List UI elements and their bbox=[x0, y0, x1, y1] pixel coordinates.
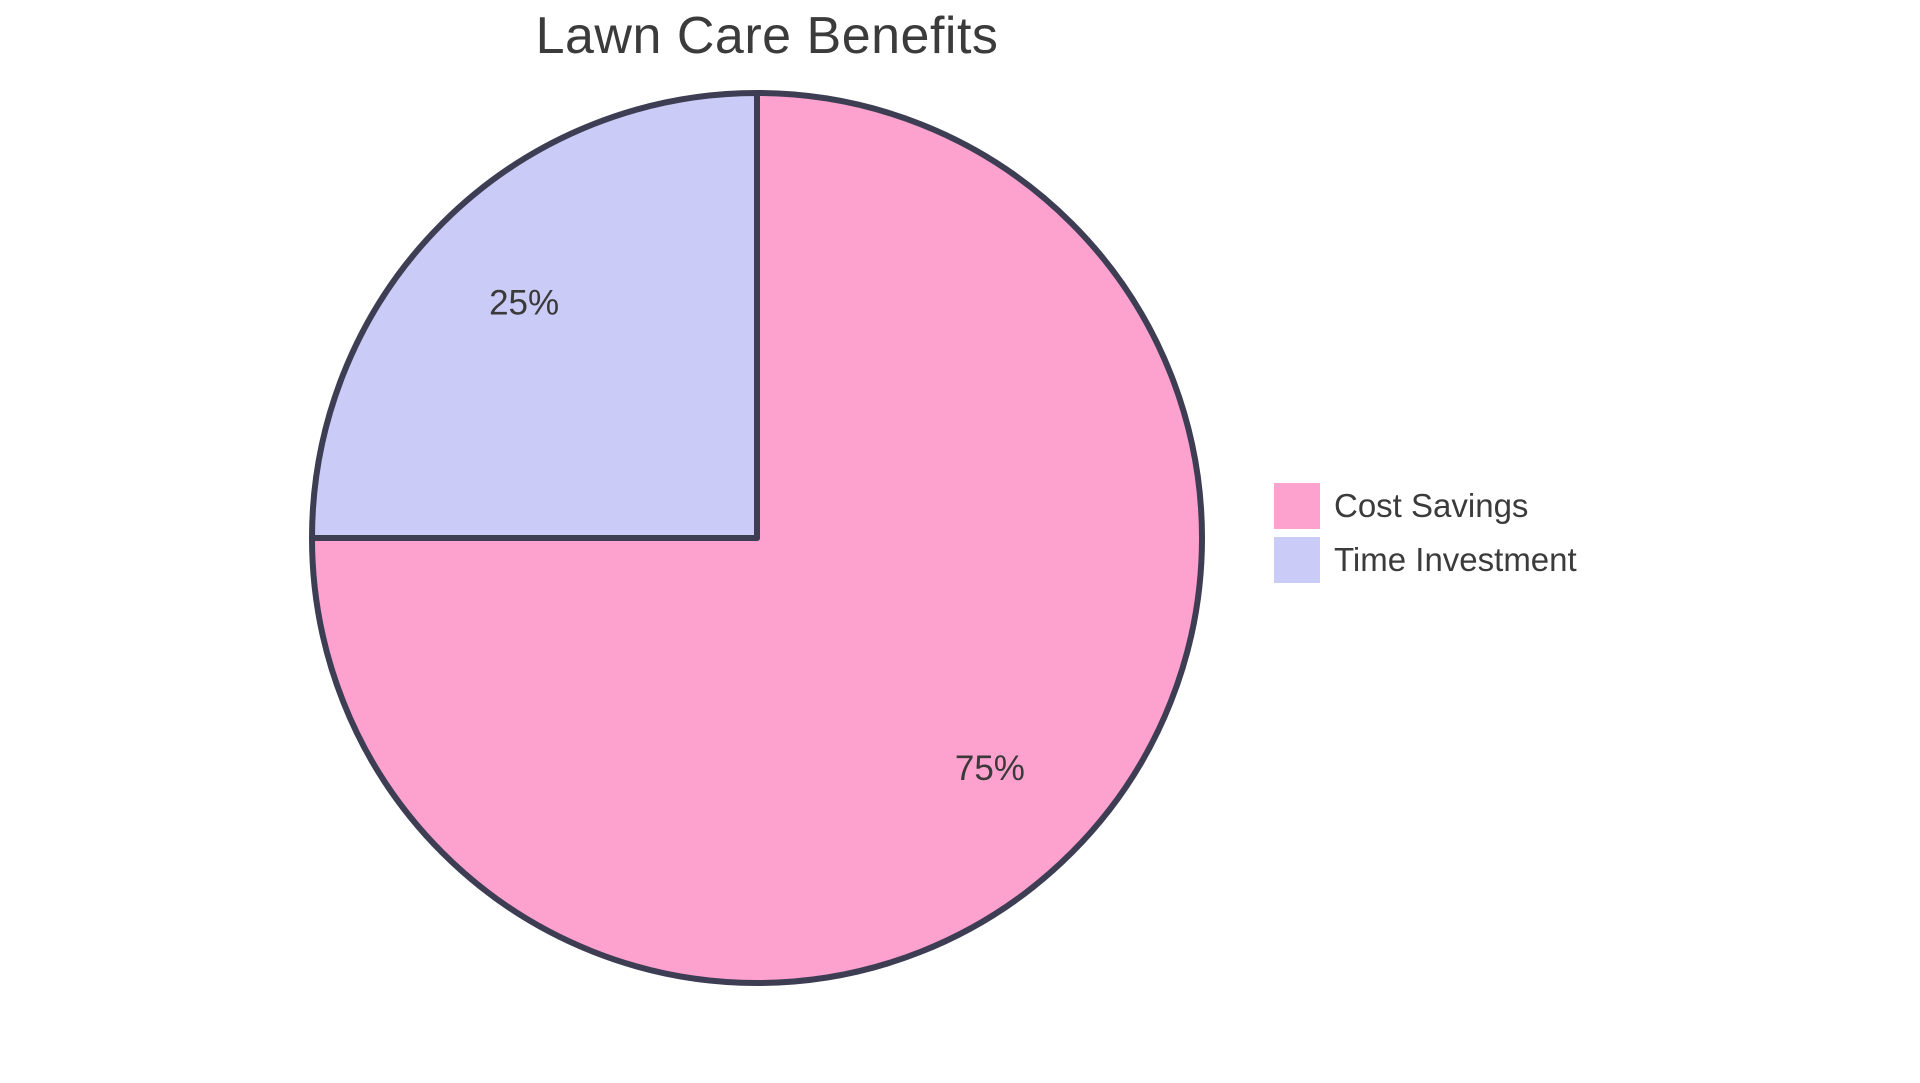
legend-swatch-cost-savings bbox=[1274, 483, 1320, 529]
pie-slice-time-investment[interactable] bbox=[309, 90, 760, 541]
legend-item-cost-savings[interactable]: Cost Savings bbox=[1274, 483, 1577, 529]
legend-swatch-time-investment bbox=[1274, 537, 1320, 583]
legend-label-time-investment: Time Investment bbox=[1334, 541, 1577, 578]
legend-item-time-investment[interactable]: Time Investment bbox=[1274, 537, 1577, 583]
chart-title: Lawn Care Benefits bbox=[535, 7, 999, 65]
legend-label-cost-savings: Cost Savings bbox=[1334, 487, 1529, 524]
legend: Cost Savings Time Investment bbox=[1274, 483, 1577, 591]
pie-slice-label-cost-savings: 75% bbox=[955, 749, 1025, 788]
pie-slice-label-time-investment: 25% bbox=[489, 283, 559, 322]
